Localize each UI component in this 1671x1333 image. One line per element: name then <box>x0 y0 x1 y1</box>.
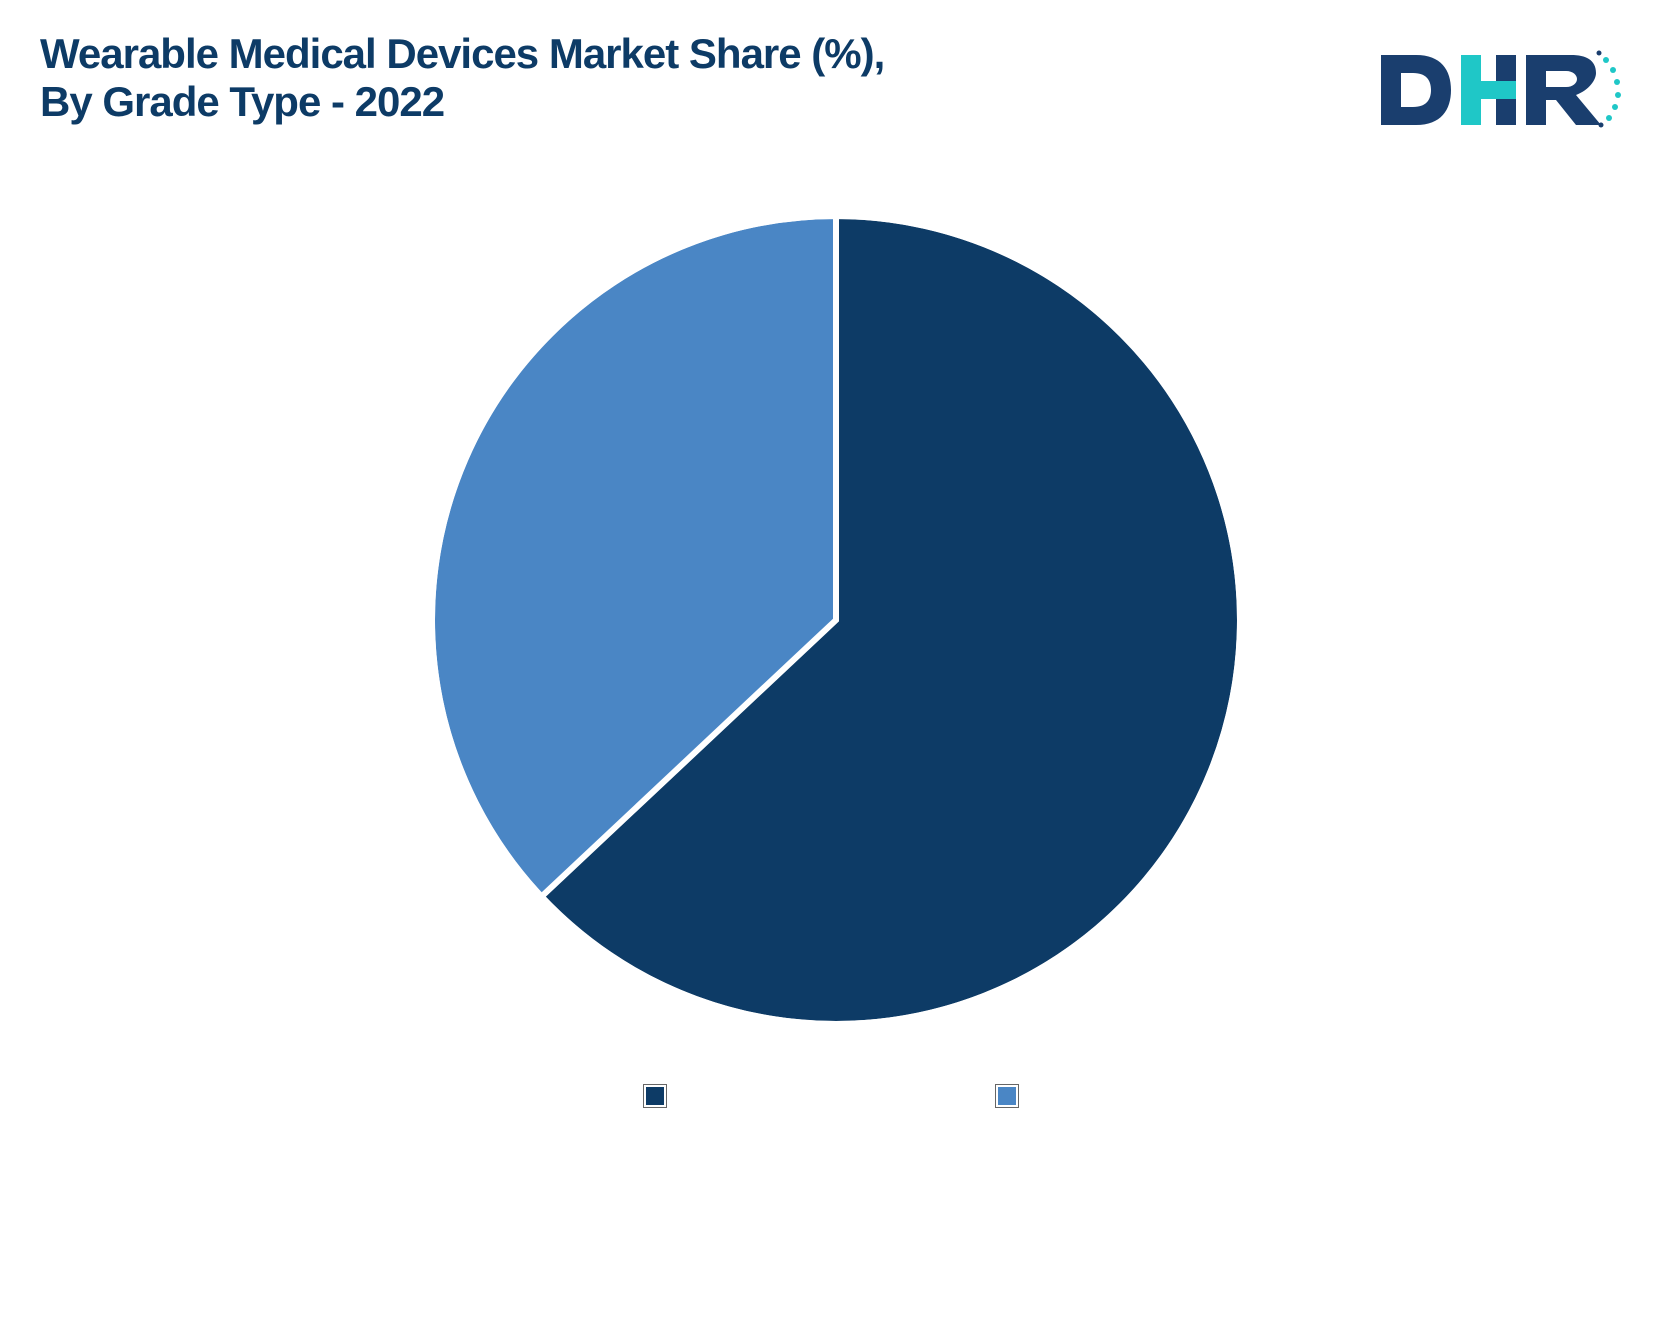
dhr-logo <box>1371 30 1631 150</box>
title-block: Wearable Medical Devices Market Share (%… <box>40 30 1371 127</box>
title-line-1: Wearable Medical Devices Market Share (%… <box>40 30 1371 78</box>
dhr-logo-svg <box>1371 35 1631 145</box>
legend-item-1 <box>996 1085 1028 1107</box>
chart-area <box>40 210 1631 1107</box>
legend-row <box>644 1085 1028 1107</box>
legend-swatch-1 <box>996 1085 1018 1107</box>
pie-wrap <box>426 210 1246 1035</box>
header-row: Wearable Medical Devices Market Share (%… <box>40 30 1631 150</box>
legend-item-0 <box>644 1085 676 1107</box>
legend-swatch-0 <box>644 1085 666 1107</box>
pie-chart <box>426 210 1246 1030</box>
title-line-2: By Grade Type - 2022 <box>40 78 1371 126</box>
chart-container: Wearable Medical Devices Market Share (%… <box>0 0 1671 1333</box>
